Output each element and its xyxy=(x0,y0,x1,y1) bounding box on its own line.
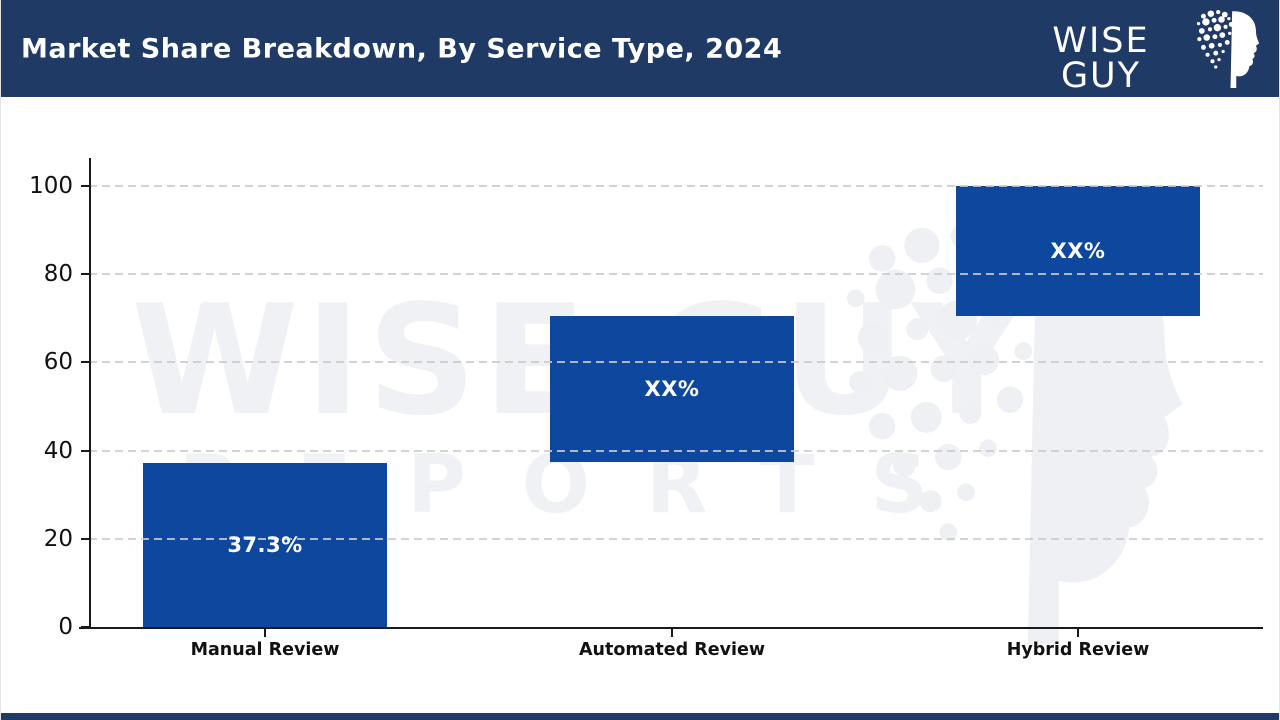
bar-automated-review xyxy=(550,315,794,463)
y-tick-label-80: 80 xyxy=(43,261,73,288)
gridline-100 xyxy=(89,185,1263,187)
y-tick-mark-0 xyxy=(81,626,89,628)
y-tick-mark-40 xyxy=(81,449,89,452)
y-tick-label-40: 40 xyxy=(43,437,73,464)
y-tick-label-0: 0 xyxy=(58,614,73,640)
gridline-40 xyxy=(89,449,1263,452)
logo-subtitle: REPORTS xyxy=(1036,98,1172,113)
page-title: Market Share Breakdown, By Service Type,… xyxy=(21,33,783,64)
y-axis-line xyxy=(89,158,91,629)
dotted-head-icon xyxy=(1196,10,1260,88)
y-tick-label-60: 60 xyxy=(43,349,73,376)
x-tick-mark-hybrid-review xyxy=(1077,629,1079,637)
footer-bar xyxy=(1,713,1279,720)
gridline-80 xyxy=(89,273,1263,276)
y-tick-mark-60 xyxy=(81,361,89,364)
bar-manual-review xyxy=(143,462,387,627)
bar-value-label-manual-review: 37.3% xyxy=(227,532,303,557)
gridline-60 xyxy=(89,361,1263,364)
y-tick-mark-20 xyxy=(81,537,89,540)
x-tick-mark-manual-review xyxy=(264,629,266,637)
y-tick-mark-100 xyxy=(81,185,89,187)
logo-text: WISE GUY REPORTS xyxy=(1015,21,1187,114)
bar-value-label-hybrid-review: XX% xyxy=(1050,238,1106,263)
header-bar: Market Share Breakdown, By Service Type,… xyxy=(1,0,1279,113)
x-tick-label-manual-review: Manual Review xyxy=(190,640,340,660)
bar-value-label-automated-review: XX% xyxy=(644,377,700,402)
bar-hybrid-review xyxy=(956,186,1200,316)
x-tick-mark-automated-review xyxy=(671,629,673,637)
y-tick-mark-80 xyxy=(81,273,89,276)
gridline-20 xyxy=(89,537,1263,540)
wise-guy-reports-logo: WISE GUY REPORTS xyxy=(1015,6,1265,113)
x-tick-label-automated-review: Automated Review xyxy=(578,640,766,660)
y-tick-label-20: 20 xyxy=(43,525,73,552)
x-axis-line xyxy=(79,627,1263,629)
x-tick-label-hybrid-review: Hybrid Review xyxy=(1006,640,1150,660)
y-tick-label-100: 100 xyxy=(29,173,73,199)
logo-wordmark: WISE GUY xyxy=(1052,21,1150,96)
